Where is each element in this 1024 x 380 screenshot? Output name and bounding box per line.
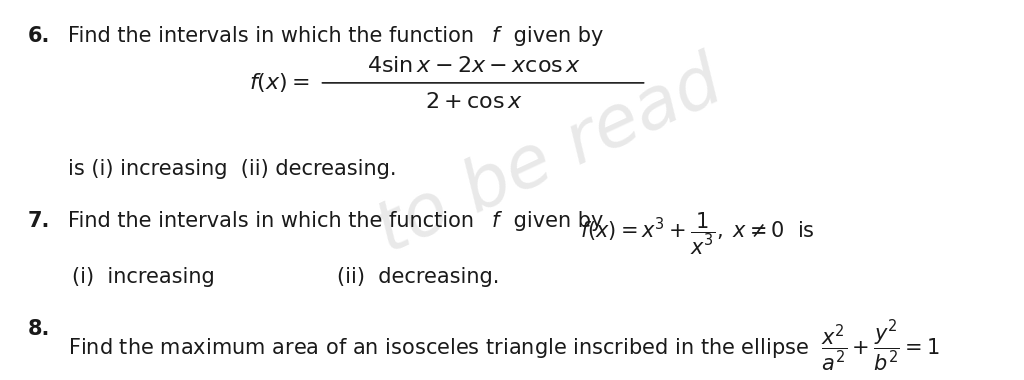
- Text: $2 + \cos x$: $2 + \cos x$: [425, 92, 523, 112]
- Text: (i)  increasing: (i) increasing: [72, 267, 215, 287]
- Text: Find the maximum area of an isosceles triangle inscribed in the ellipse  $\dfrac: Find the maximum area of an isosceles tr…: [68, 319, 939, 374]
- Text: $4\sin x - 2x - x\cos x$: $4\sin x - 2x - x\cos x$: [367, 55, 582, 76]
- Text: to be read: to be read: [366, 47, 733, 268]
- Text: f: f: [492, 26, 500, 46]
- Text: is (i) increasing  (ii) decreasing.: is (i) increasing (ii) decreasing.: [68, 159, 396, 179]
- Text: Find the intervals in which the function: Find the intervals in which the function: [68, 26, 480, 46]
- Text: 6.: 6.: [28, 26, 50, 46]
- Text: 7.: 7.: [28, 211, 50, 231]
- Text: (ii)  decreasing.: (ii) decreasing.: [337, 267, 500, 287]
- Text: Find the intervals in which the function: Find the intervals in which the function: [68, 211, 480, 231]
- Text: given by: given by: [507, 26, 603, 46]
- Text: f: f: [492, 211, 500, 231]
- Text: $f(x) = x^{3} + \dfrac{1}{x^{3}},\; x \neq 0$  is: $f(x) = x^{3} + \dfrac{1}{x^{3}},\; x \n…: [581, 211, 815, 257]
- Text: given by: given by: [507, 211, 610, 231]
- Text: 8.: 8.: [28, 319, 50, 339]
- Text: $f(x) =$: $f(x) =$: [249, 71, 310, 94]
